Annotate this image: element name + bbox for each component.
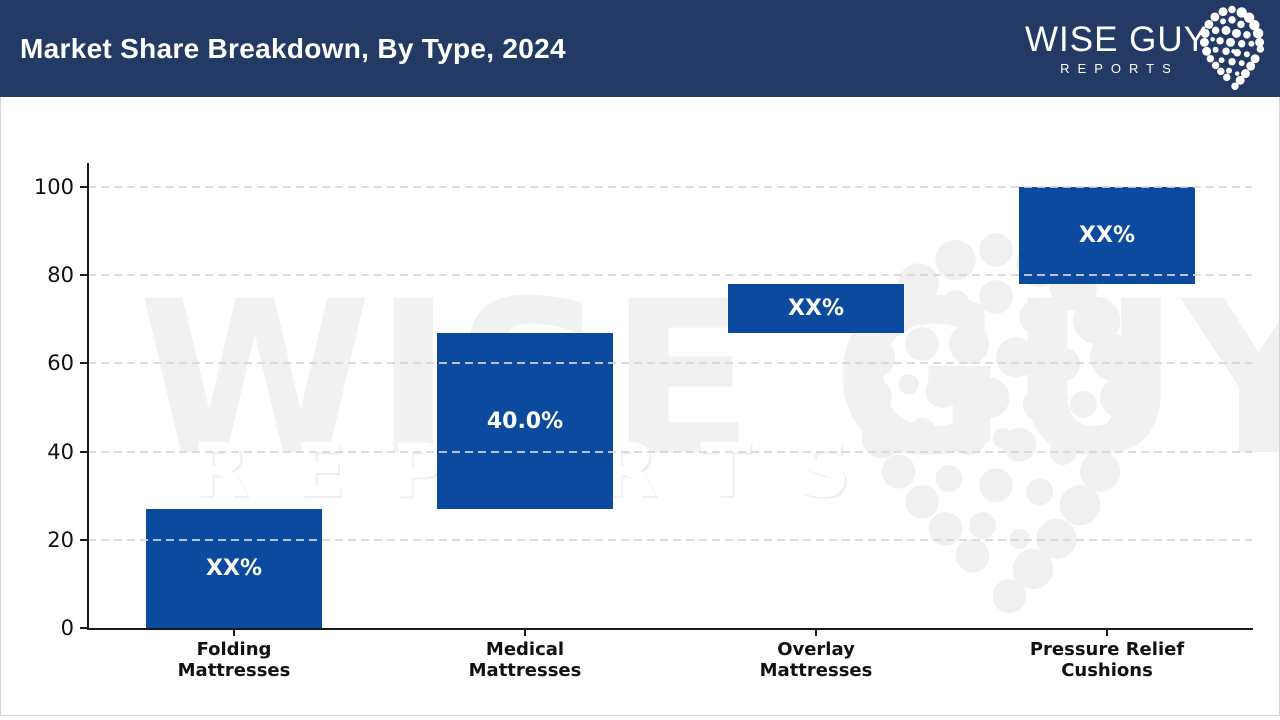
bar-value-label: XX% [788,296,844,321]
y-axis-tick [80,274,87,277]
y-axis-tick-label: 60 [47,351,74,376]
gridline [88,538,1252,541]
y-axis-tick-label: 40 [47,439,74,464]
x-axis-tick [233,628,235,636]
y-axis-line [87,163,89,630]
x-axis-tick [815,628,817,636]
y-axis-tick-label: 100 [33,175,74,199]
y-axis-tick [80,450,87,453]
x-axis-category-label: Overlay Mattresses [759,639,873,681]
x-axis-tick [1106,628,1108,636]
gridline [88,274,1252,277]
x-axis-tick [524,628,526,636]
bar-segment-3: XX% [728,284,904,333]
x-axis-category-label: Pressure Relief Cushions [1029,639,1185,681]
x-axis-line [87,628,1253,630]
bar-segment-2: 40.0% [437,333,613,509]
y-axis-tick [80,627,87,629]
y-axis-tick-label: 80 [47,263,74,288]
header-bar: Market Share Breakdown, By Type, 2024 WI… [0,0,1280,97]
x-axis-category-label: Medical Mattresses [468,639,582,681]
bar-value-label: XX% [206,556,262,581]
chart-title: Market Share Breakdown, By Type, 2024 [20,32,566,64]
y-axis-tick-label: 0 [60,616,74,640]
y-axis-tick [80,362,87,365]
bar-value-label: 40.0% [486,408,564,434]
bar-segment-4: XX% [1019,187,1195,284]
gridline [88,186,1252,188]
gridline [88,362,1252,365]
y-axis-tick-label: 20 [47,527,74,552]
logo-wordmark: WISE GUY [1024,20,1208,60]
bar-segment-1: XX% [146,509,322,628]
logo-dotted-head-icon [1199,5,1265,91]
gridline [88,450,1252,453]
bar-value-label: XX% [1079,223,1135,248]
wise-guy-reports-logo: WISE GUY REPORTS [1025,4,1272,94]
y-axis-tick [80,538,87,541]
y-axis-tick [80,186,87,188]
x-axis-category-label: Folding Mattresses [177,639,291,681]
logo-reports-text: REPORTS [1060,60,1179,76]
